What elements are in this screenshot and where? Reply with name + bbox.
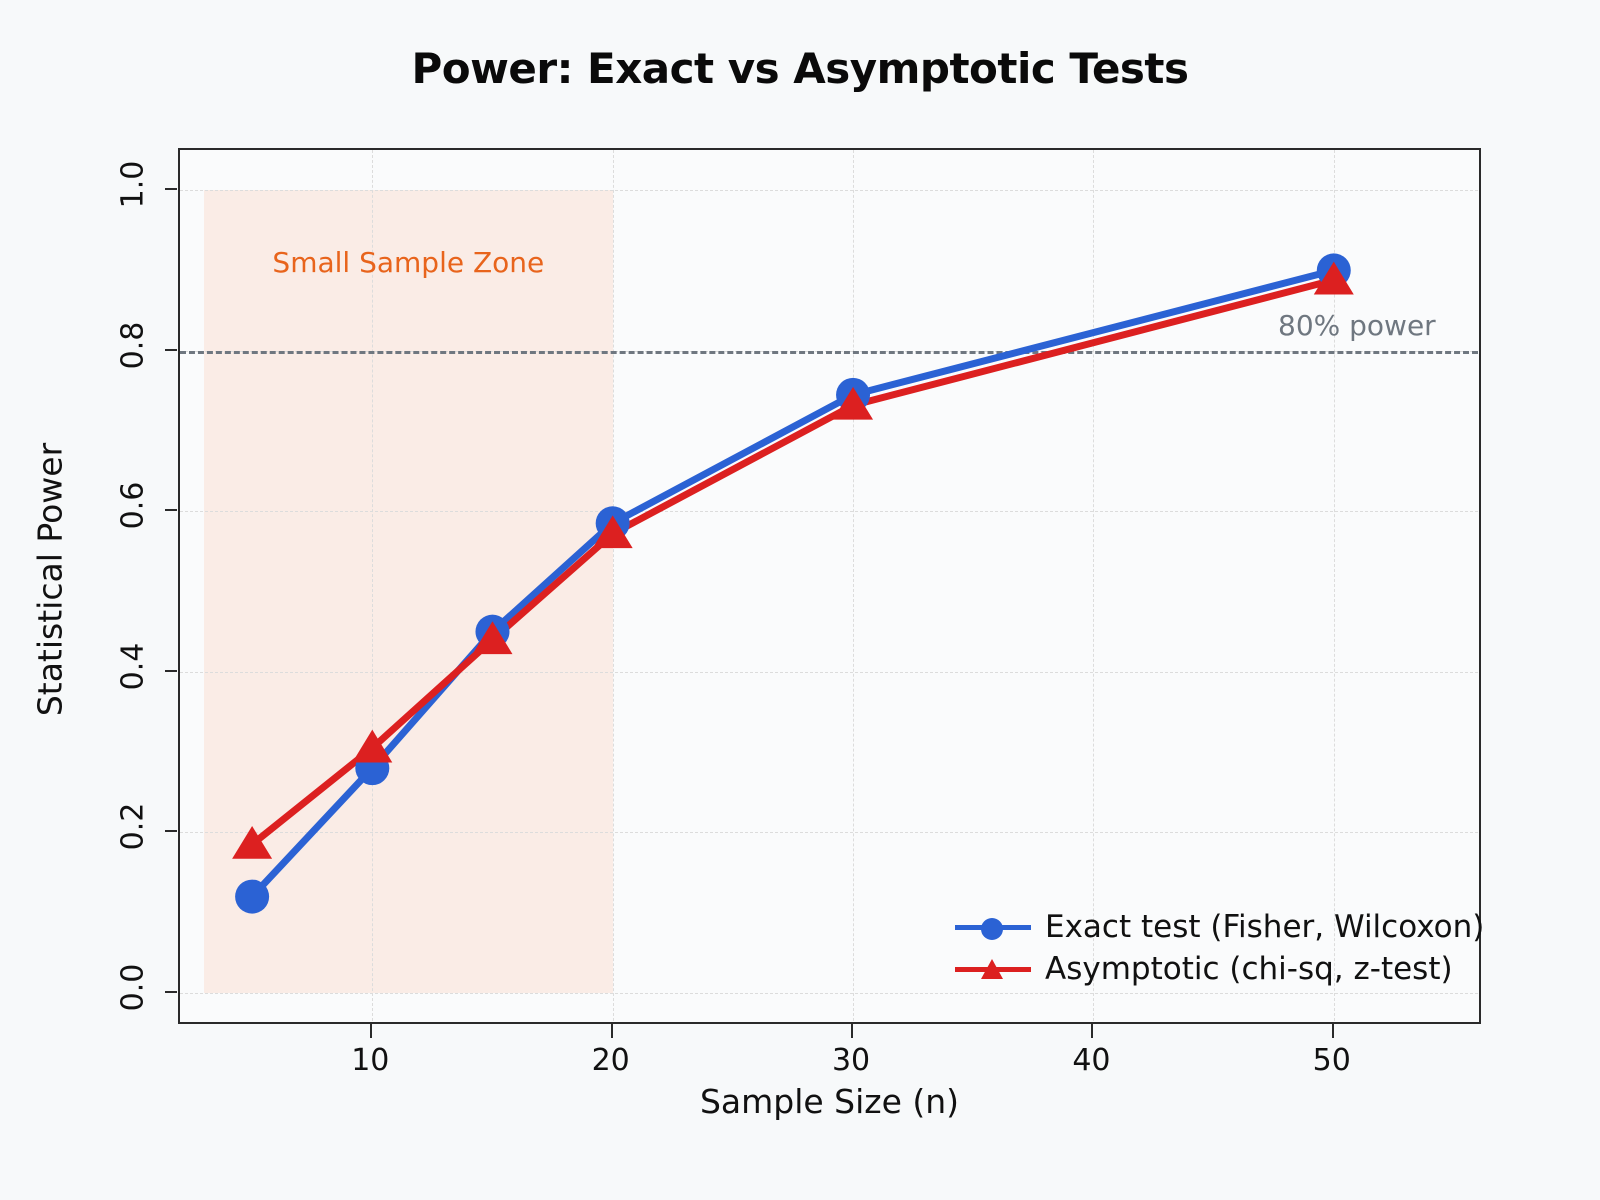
x-tick-label: 20 [591, 1043, 630, 1078]
x-tick-mark [851, 1024, 854, 1038]
y-tick-label: 0.0 [115, 963, 151, 1012]
data-point-triangle [833, 386, 874, 420]
small-sample-zone-label: Small Sample Zone [272, 246, 545, 280]
x-tick-mark [370, 1024, 373, 1038]
x-tick-mark [1091, 1024, 1094, 1038]
x-tick-mark [610, 1024, 613, 1038]
gridline-vertical [372, 150, 374, 1021]
power-threshold-label: 80% power [1278, 308, 1436, 342]
x-tick-label: 40 [1072, 1043, 1111, 1078]
legend: Exact test (Fisher, Wilcoxon) Asymptotic… [955, 908, 1484, 988]
y-tick-label: 0.4 [115, 642, 151, 691]
circle-marker-icon [981, 918, 1003, 940]
gridline-vertical [1333, 150, 1335, 1021]
y-tick-label: 0.6 [115, 481, 151, 530]
gridline-horizontal [180, 671, 1478, 673]
power-threshold-line [180, 350, 1478, 354]
legend-label-asymptotic: Asymptotic (chi-sq, z-test) [1045, 951, 1453, 987]
gridline-vertical [1093, 150, 1095, 1021]
y-tick-mark [165, 509, 177, 512]
data-point-triangle [592, 515, 633, 549]
data-point-triangle [472, 621, 513, 655]
y-tick-label: 1.0 [115, 160, 151, 209]
legend-item-exact[interactable]: Exact test (Fisher, Wilcoxon) [955, 908, 1484, 946]
gridline-horizontal [180, 190, 1478, 192]
plot-frame: Small Sample Zone 80% power [178, 148, 1481, 1024]
legend-swatch-exact [955, 908, 1031, 946]
series-line-asymptotic [248, 276, 1338, 848]
data-point-triangle [1313, 261, 1354, 295]
x-tick-mark [1331, 1024, 1334, 1038]
triangle-marker-icon [981, 959, 1003, 979]
y-tick-mark [165, 990, 177, 993]
legend-label-exact: Exact test (Fisher, Wilcoxon) [1045, 909, 1485, 945]
y-tick-label: 0.8 [115, 321, 151, 370]
y-tick-mark [165, 669, 177, 672]
x-tick-label: 30 [831, 1043, 871, 1078]
y-axis-title: Statistical Power [30, 442, 70, 717]
data-point-triangle [232, 825, 273, 859]
series-layer [232, 253, 1354, 914]
y-tick-mark [165, 348, 177, 351]
legend-item-asymptotic[interactable]: Asymptotic (chi-sq, z-test) [955, 950, 1484, 988]
page-title: Power: Exact vs Asymptotic Tests [411, 44, 1189, 93]
gridline-horizontal [180, 992, 1478, 994]
gridline-horizontal [180, 511, 1478, 513]
x-axis-title: Sample Size (n) [699, 1082, 960, 1121]
y-tick-mark [165, 188, 177, 191]
x-tick-label: 10 [351, 1043, 390, 1078]
data-point-circle [235, 879, 270, 914]
data-point-triangle [352, 729, 393, 763]
x-tick-label: 50 [1312, 1043, 1351, 1078]
y-tick-mark [165, 830, 177, 833]
legend-swatch-asymptotic [955, 950, 1031, 988]
gridline-vertical [612, 150, 614, 1021]
series-line-exact [248, 266, 1338, 901]
gridline-horizontal [180, 832, 1478, 834]
gridline-vertical [853, 150, 855, 1021]
plot-area: Small Sample Zone 80% power [180, 150, 1479, 1022]
y-tick-label: 0.2 [115, 802, 151, 851]
